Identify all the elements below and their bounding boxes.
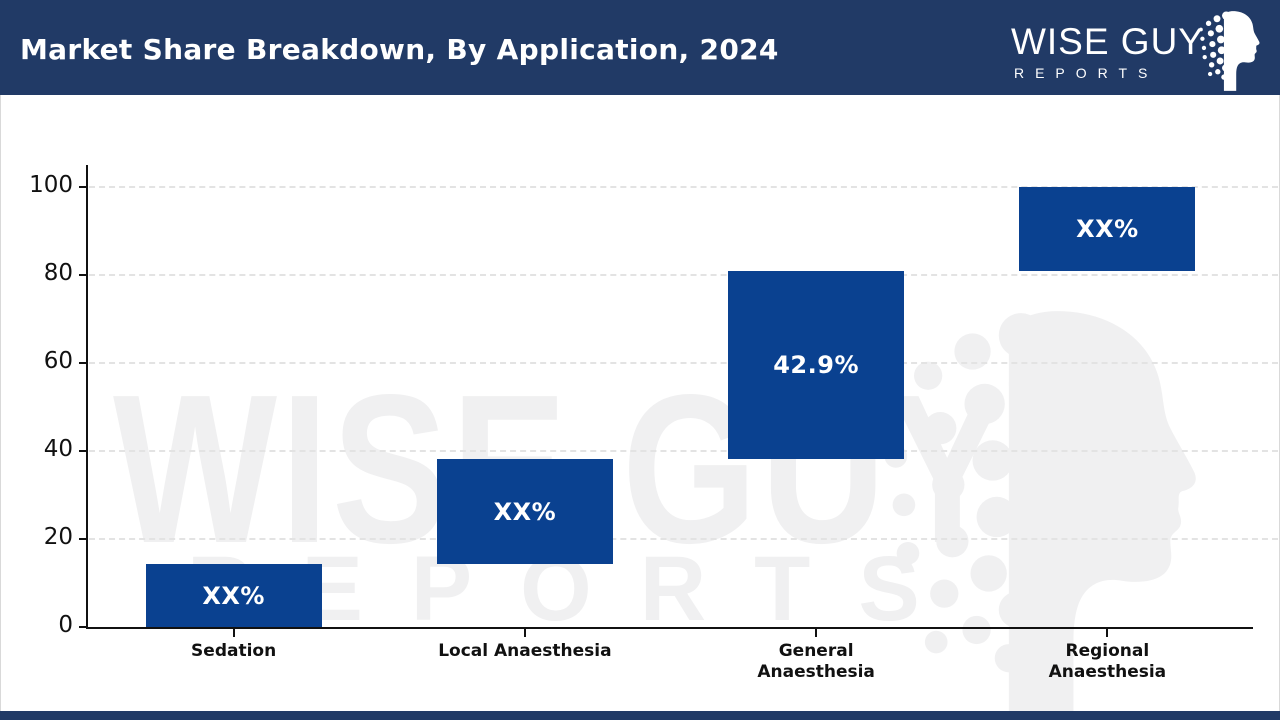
x-tickmark-1 bbox=[523, 629, 526, 637]
y-tick-label-20: 20 bbox=[43, 524, 73, 550]
logo-text: WISE GUY REPORTS bbox=[1010, 20, 1204, 81]
x-tick-label-3: Regional Anaesthesia bbox=[1048, 641, 1167, 682]
x-tick-label-1: Local Anaesthesia bbox=[438, 641, 612, 661]
y-tick-label-40: 40 bbox=[43, 436, 73, 462]
y-tickmark-20 bbox=[79, 538, 88, 540]
x-tickmark-2 bbox=[815, 629, 818, 637]
y-tickmark-80 bbox=[79, 274, 88, 276]
y-tickmark-0 bbox=[79, 626, 88, 628]
gridline-100 bbox=[89, 186, 1278, 188]
bar-value-label: XX% bbox=[493, 497, 557, 526]
x-tick-label-2: General Anaesthesia bbox=[757, 641, 875, 682]
bar-regional-anaesthesia: XX% bbox=[1019, 187, 1196, 271]
y-tickmark-40 bbox=[79, 450, 88, 452]
y-tick-label-0: 0 bbox=[58, 612, 73, 638]
footer-bar bbox=[0, 711, 1280, 720]
y-tick-label-100: 100 bbox=[29, 172, 73, 198]
gridline-60 bbox=[89, 362, 1278, 364]
y-axis-line bbox=[86, 165, 88, 629]
gridline-20 bbox=[89, 538, 1278, 540]
gridline-40 bbox=[89, 450, 1278, 452]
bar-sedation: XX% bbox=[145, 564, 322, 627]
header-bar: Market Share Breakdown, By Application, … bbox=[0, 0, 1280, 95]
x-axis-line bbox=[86, 627, 1253, 629]
bar-local-anaesthesia: XX% bbox=[436, 459, 613, 565]
bar-value-label: 42.9% bbox=[773, 350, 859, 379]
y-tick-label-80: 80 bbox=[43, 260, 73, 286]
y-tickmark-100 bbox=[79, 186, 88, 188]
x-tick-label-0: Sedation bbox=[191, 641, 277, 661]
bar-value-label: XX% bbox=[1076, 214, 1139, 243]
wiseguy-logo: WISE GUY REPORTS bbox=[1011, 8, 1264, 94]
gridline-80 bbox=[89, 274, 1278, 276]
y-tickmark-60 bbox=[79, 362, 88, 364]
logo-subtitle: REPORTS bbox=[1013, 64, 1159, 81]
bar-value-label: XX% bbox=[202, 581, 265, 610]
x-tickmark-0 bbox=[232, 629, 235, 637]
logo-wordmark: WISE GUY bbox=[1010, 20, 1204, 62]
page-title: Market Share Breakdown, By Application, … bbox=[20, 33, 779, 66]
x-tickmark-3 bbox=[1106, 629, 1109, 637]
bar-general-anaesthesia: 42.9% bbox=[728, 270, 905, 460]
y-tick-label-60: 60 bbox=[43, 348, 73, 374]
